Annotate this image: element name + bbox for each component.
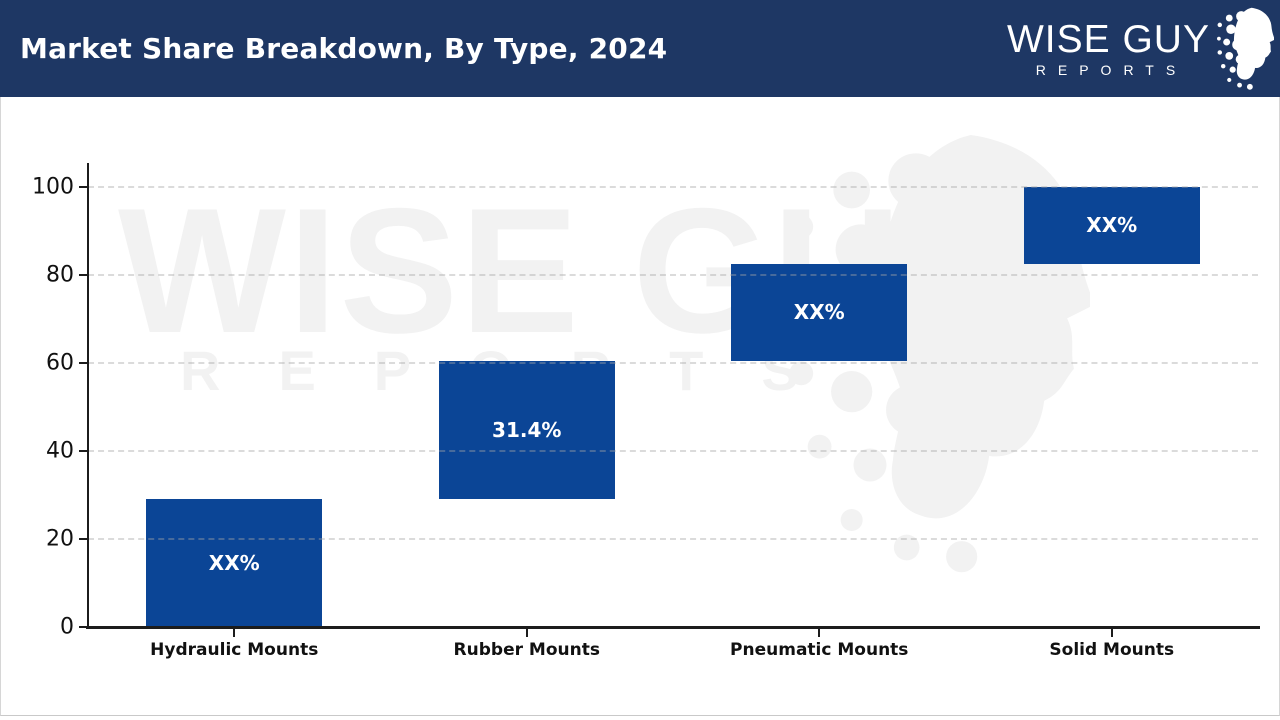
- brand-logo: WISE GUY REPORTS: [1007, 6, 1274, 92]
- brand-logo-text: WISE GUY REPORTS: [1007, 20, 1210, 77]
- page-title: Market Share Breakdown, By Type, 2024: [20, 32, 668, 65]
- brand-subname: REPORTS: [1035, 62, 1188, 78]
- chart-canvas: [0, 97, 1280, 716]
- wiseguy-head-icon: [1217, 7, 1274, 90]
- brand-name: WISE GUY: [1006, 18, 1210, 61]
- header-bar: Market Share Breakdown, By Type, 2024 WI…: [0, 0, 1280, 97]
